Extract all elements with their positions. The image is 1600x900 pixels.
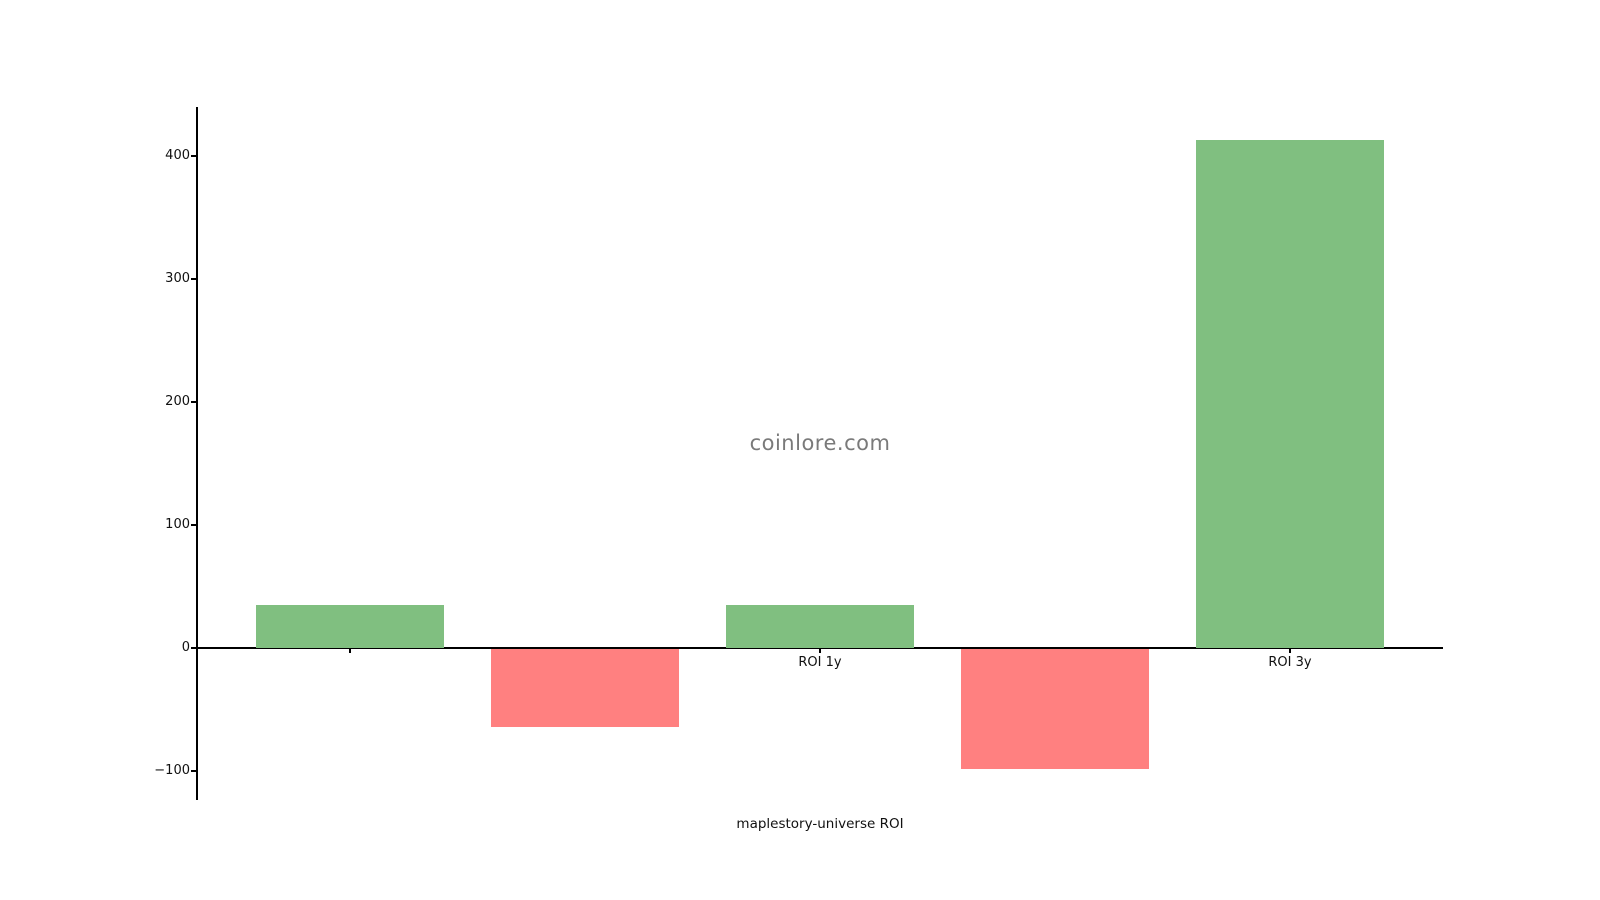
x-tick-label: ROI 1y (798, 655, 842, 670)
y-tick-label: 400 (165, 148, 190, 163)
x-tick-mark (1289, 648, 1291, 653)
x-tick-label: ROI 3y (1268, 655, 1312, 670)
bar (961, 648, 1149, 770)
x-tick-mark (349, 648, 351, 653)
bar (256, 604, 444, 648)
y-tick-mark (191, 155, 197, 157)
y-tick-label: 100 (165, 517, 190, 532)
y-tick-mark (191, 524, 197, 526)
watermark-text: coinlore.com (749, 431, 891, 455)
y-tick-label: −100 (154, 763, 190, 778)
y-tick-label: 200 (165, 394, 190, 409)
y-tick-mark (191, 647, 197, 649)
x-tick-mark (819, 648, 821, 653)
y-axis-spine (196, 107, 198, 800)
bar (726, 604, 914, 648)
y-tick-label: 300 (165, 271, 190, 286)
y-tick-mark (191, 278, 197, 280)
chart-title: maplestory-universe ROI (736, 816, 904, 832)
bar (491, 648, 679, 728)
bar (1196, 140, 1384, 648)
y-tick-mark (191, 770, 197, 772)
y-tick-mark (191, 401, 197, 403)
y-tick-label: 0 (181, 640, 190, 655)
